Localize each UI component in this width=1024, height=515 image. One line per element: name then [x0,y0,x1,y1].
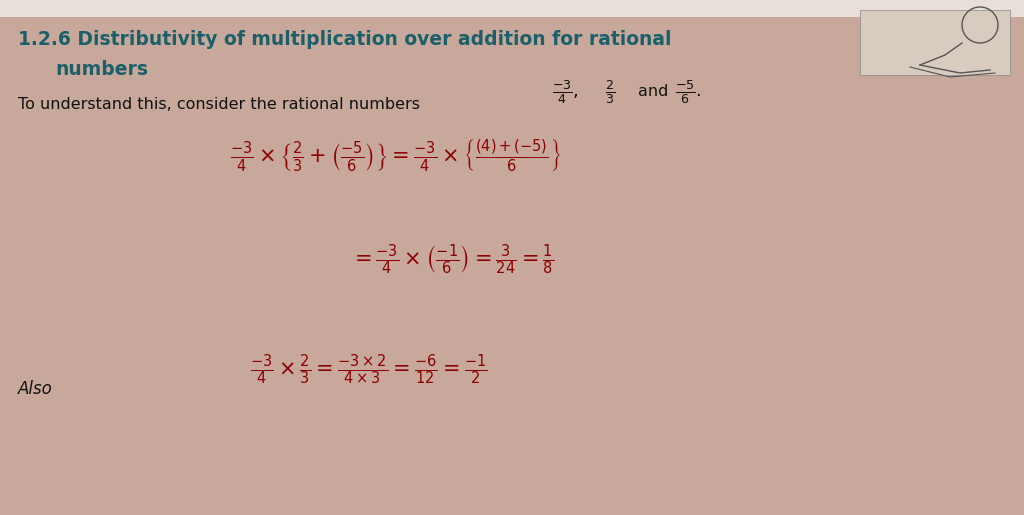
FancyBboxPatch shape [0,0,1024,17]
Text: To understand this, consider the rational numbers: To understand this, consider the rationa… [18,97,420,112]
Text: numbers: numbers [55,60,148,79]
Text: $= \frac{-3}{4}\times\left(\frac{-1}{6}\right) = \frac{3}{24} = \frac{1}{8}$: $= \frac{-3}{4}\times\left(\frac{-1}{6}\… [350,243,554,277]
Text: $\frac{-5}{6}.$: $\frac{-5}{6}.$ [675,78,701,106]
FancyBboxPatch shape [860,10,1010,75]
Text: $\frac{2}{3}$: $\frac{2}{3}$ [605,78,615,106]
Text: 1.2.6 Distributivity of multiplication over addition for rational: 1.2.6 Distributivity of multiplication o… [18,30,672,49]
Text: $\frac{-3}{4},$: $\frac{-3}{4},$ [552,78,579,106]
Text: and: and [638,84,669,99]
Text: $\frac{-3}{4} \times \left\{\frac{2}{3}+\left(\frac{-5}{6}\right)\right\} = \fra: $\frac{-3}{4} \times \left\{\frac{2}{3}+… [230,137,561,173]
Text: $\frac{-3}{4}\times\frac{2}{3}=\frac{-3\times2}{4\times3}=\frac{-6}{12}=\frac{-1: $\frac{-3}{4}\times\frac{2}{3}=\frac{-3\… [250,353,487,387]
Text: Also: Also [18,380,53,398]
